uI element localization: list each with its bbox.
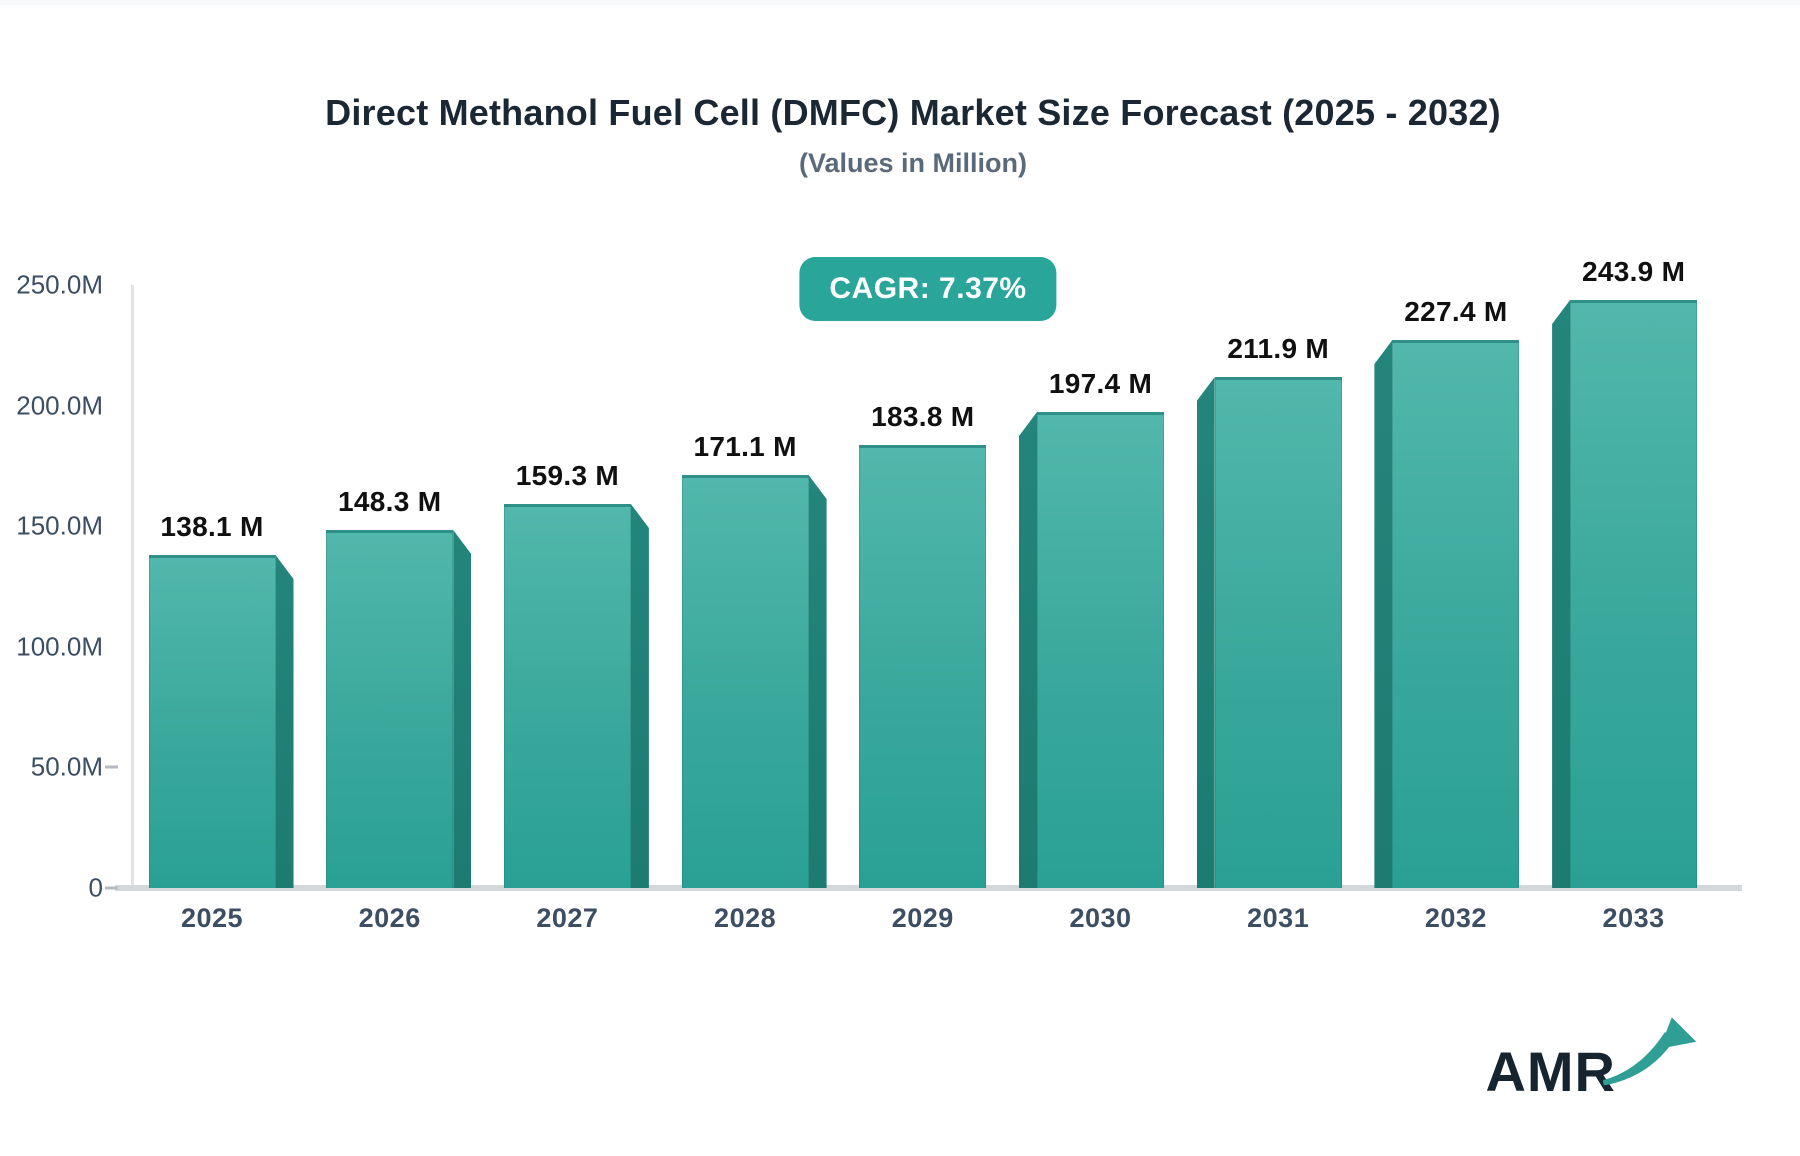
bar-side-face (1196, 377, 1215, 888)
bar-value-label: 243.9 M (1581, 256, 1686, 287)
x-axis-tick-label: 2028 (714, 903, 777, 933)
bar-2033 (1570, 300, 1698, 888)
x-axis-tick-label: 2033 (1602, 903, 1665, 933)
x-axis-tick-label: 2025 (180, 903, 244, 933)
bar-side-face (808, 475, 827, 888)
x-axis-tick-label: 2026 (358, 903, 421, 933)
x-axis-tick-label: 2031 (1247, 903, 1310, 933)
bar-side-face (453, 530, 472, 888)
bar-value-label: 211.9 M (1227, 333, 1330, 364)
bar-2032 (1392, 340, 1520, 888)
bar-value-label: 171.1 M (693, 431, 797, 462)
x-axis-line (115, 885, 1742, 891)
bar-side-face (1552, 300, 1571, 888)
amr-logo-text: AMR (1485, 1040, 1616, 1103)
x-axis-tick-label: 2029 (891, 903, 954, 933)
x-axis-tick-label: 2032 (1424, 903, 1487, 933)
y-axis-tick-label: 100.0M (16, 631, 103, 662)
bar-value-label: 197.4 M (1048, 368, 1153, 399)
y-axis-tick-label: 50.0M (30, 751, 103, 782)
cagr-badge: CAGR: 7.37% (799, 257, 1057, 321)
y-axis-tick-mark (105, 765, 118, 769)
x-axis-tick-label: 2030 (1069, 903, 1132, 933)
bar-2028 (681, 475, 809, 888)
y-axis-tick-label: 200.0M (16, 390, 103, 421)
bar-value-label: 148.3 M (338, 486, 442, 517)
y-axis-tick-label: 150.0M (16, 510, 103, 541)
growth-arrow-icon (1602, 1015, 1698, 1098)
y-axis-tick-mark (105, 886, 118, 890)
bar-2030 (1037, 412, 1164, 888)
page-top-strip (0, 0, 1800, 5)
y-axis-line (131, 285, 134, 888)
bar-2026 (326, 530, 454, 888)
bar-side-face (1374, 340, 1393, 888)
bar-2029 (859, 445, 987, 888)
bar-side-face (275, 555, 294, 888)
x-axis-tick-label: 2027 (536, 903, 599, 933)
chart-subtitle: (Values in Million) (798, 148, 1028, 178)
bar-2031 (1214, 377, 1342, 888)
y-axis-tick-label: 250.0M (16, 269, 103, 300)
y-axis-tick-label: 0 (88, 872, 103, 903)
bar-side-face (630, 504, 649, 888)
amr-logo: AMR (1485, 1015, 1698, 1100)
bar-2027 (503, 504, 631, 888)
bar-value-label: 183.8 M (871, 401, 975, 432)
chart-title: Direct Methanol Fuel Cell (DMFC) Market … (325, 92, 1501, 133)
bar-side-face (1019, 412, 1037, 888)
bar-2025 (148, 555, 276, 888)
bar-value-label: 159.3 M (515, 460, 620, 491)
bar-value-label: 138.1 M (160, 511, 264, 542)
bar-value-label: 227.4 M (1404, 296, 1508, 327)
